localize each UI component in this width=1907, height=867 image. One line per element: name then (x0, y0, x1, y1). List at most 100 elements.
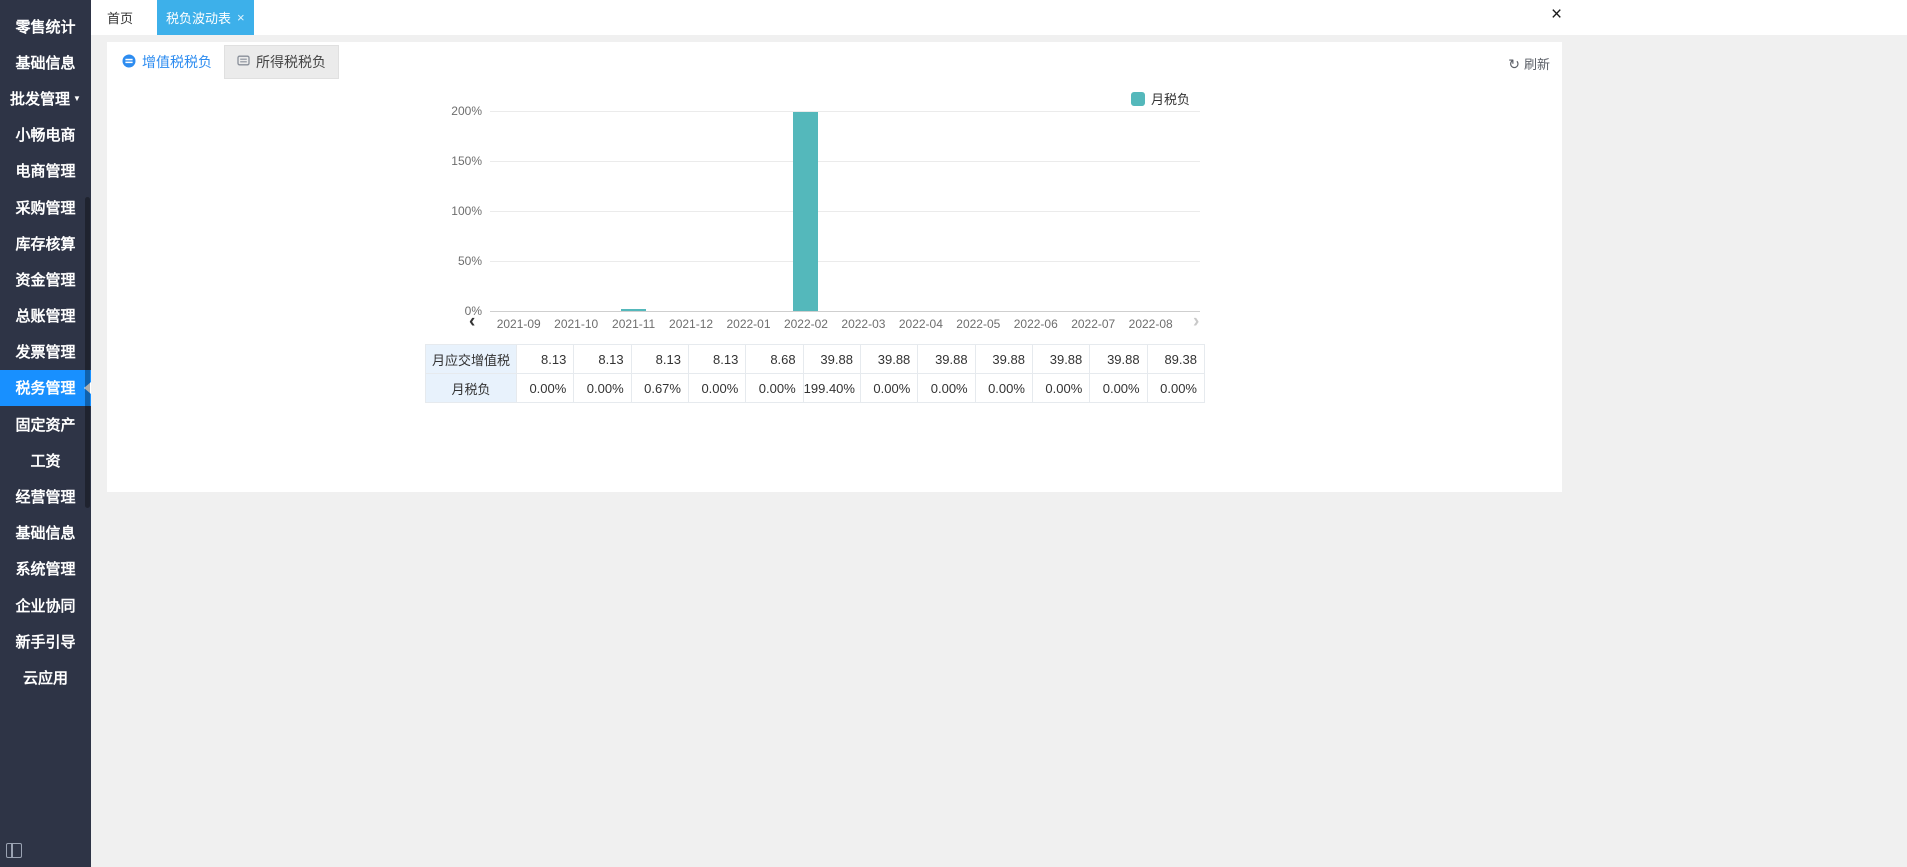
tab-label: 增值税税负 (142, 54, 212, 70)
sidebar-item-label: 电商管理 (15, 163, 76, 181)
sidebar-item[interactable]: 批发管理 ▼ (0, 80, 91, 116)
chart-prev-arrow[interactable]: ‹ (469, 311, 476, 332)
grid-line (490, 211, 1200, 212)
sidebar-item[interactable]: 总账管理 (0, 298, 91, 334)
value-cell: 39.88 (974, 344, 1033, 374)
table-row: 月应交增值税 8.13 8.13 8.13 8.13 8.68 39.88 39.88 39.8… (425, 344, 1206, 374)
tax-panel: 增值税税负 所得税税负 ↻ 刷新 (107, 42, 1562, 492)
sidebar-item[interactable]: 电商管理 (0, 153, 91, 189)
tab-vat-tax-burden[interactable]: 增值税税负 (110, 45, 224, 79)
sidebar-menu: 零售统计 基础信息 批发管理 ▼ 小畅电商 电商管理 采购管理 库存核算 资金管理 总账管理 发票管… (0, 0, 91, 696)
sidebar-item[interactable]: 企业协同 (0, 587, 91, 623)
value-cell: 0.00% (974, 373, 1033, 403)
value-cell: 8.13 (573, 344, 632, 374)
content-area: 增值税税负 所得税税负 ↻ 刷新 (91, 35, 1907, 867)
grid-line (490, 111, 1200, 112)
value-cell: 0.00% (917, 373, 976, 403)
value-cell: 39.88 (1031, 344, 1091, 374)
sidebar-item-label: 经营管理 (15, 489, 76, 507)
x-axis-label: 2021-09 (496, 317, 541, 331)
refresh-button[interactable]: ↻ 刷新 (1508, 54, 1550, 73)
sidebar-item[interactable]: 采购管理 (0, 189, 91, 225)
tab-income-tax-burden[interactable]: 所得税税负 (224, 45, 339, 79)
value-cell: 0.00% (515, 373, 575, 403)
legend-swatch (1131, 91, 1145, 106)
bar-2021-11 (621, 309, 647, 311)
value-cell: 0.00% (1089, 373, 1148, 403)
sidebar-item[interactable]: 经营管理 (0, 478, 91, 514)
x-axis-label: 2022-03 (841, 317, 886, 331)
collapse-sidebar-icon[interactable] (6, 843, 22, 858)
tab-home[interactable]: 首页 (91, 0, 149, 35)
value-cell: 8.13 (630, 344, 689, 374)
value-cell: 0.00% (1146, 373, 1206, 403)
sidebar-item-label: 企业协同 (15, 597, 76, 615)
sidebar-item-label: 发票管理 (15, 344, 76, 362)
sidebar-item[interactable]: 发票管理 (0, 334, 91, 370)
sidebar-item[interactable]: 零售统计 (0, 8, 91, 44)
value-cell: 8.13 (515, 344, 575, 374)
sidebar-item-label: 零售统计 (15, 18, 76, 36)
value-cell: 39.88 (802, 344, 861, 374)
sidebar-item[interactable]: 小畅电商 (0, 117, 91, 153)
x-axis-label: 2022-07 (1071, 317, 1116, 331)
bar-2022-02 (793, 111, 819, 311)
sidebar-item-label: 总账管理 (15, 308, 76, 326)
x-axis-label: 2022-02 (783, 317, 828, 331)
value-cell: 0.00% (573, 373, 632, 403)
x-axis-label: 2022-04 (898, 317, 943, 331)
sidebar-item[interactable]: 固定资产 (0, 406, 91, 442)
x-axis-label: 2022-05 (956, 317, 1001, 331)
top-tab-bar: 首页 税负波动表 × (91, 0, 1907, 35)
x-axis-label: 2022-06 (1013, 317, 1058, 331)
x-axis-label: 2022-01 (726, 317, 771, 331)
tab-tax-fluctuation[interactable]: 税负波动表 × (157, 0, 254, 35)
sidebar-item-label: 采购管理 (15, 199, 76, 217)
sidebar-item[interactable]: 库存核算 (0, 225, 91, 261)
sidebar-item-label: 基础信息 (15, 54, 76, 72)
sidebar-item[interactable]: 基础信息 (0, 515, 91, 551)
value-cell: 8.68 (745, 344, 804, 374)
sidebar-item[interactable]: 系统管理 (0, 551, 91, 587)
tab-home-label: 首页 (107, 11, 134, 26)
legend-item[interactable]: 月税负 (1131, 89, 1190, 108)
x-axis-label: 2021-11 (612, 317, 656, 331)
value-cell: 39.88 (917, 344, 976, 374)
tax-table-body: 月应交增值税 8.13 8.13 8.13 8.13 8.68 39.88 39.88 39.8… (425, 344, 1206, 403)
sidebar-item-label: 新手引导 (15, 633, 76, 651)
table-row: 月税负 0.00% 0.00% 0.67% 0.00% 0.00% 199.40% 0.00%… (425, 373, 1206, 403)
tab-label: 税负波动表 (166, 11, 232, 26)
value-cell: 0.00% (687, 373, 747, 403)
sidebar-item-label: 云应用 (22, 669, 68, 687)
sidebar-item[interactable]: 基础信息 (0, 44, 91, 80)
y-axis-label: 0% (464, 304, 482, 318)
x-axis-label: 2021-10 (554, 317, 599, 331)
value-cell: 39.88 (859, 344, 919, 374)
sidebar-item-label: 基础信息 (15, 525, 76, 543)
sidebar-item[interactable]: 工资 (0, 442, 91, 478)
sidebar-item[interactable]: 税务管理 (0, 369, 91, 407)
sidebar-item[interactable]: 新手引导 (0, 623, 91, 659)
row-label: 月税负 (425, 373, 517, 403)
y-axis-label: 150% (451, 154, 482, 168)
legend-label: 月税负 (1151, 92, 1191, 107)
sidebar-scrollbar-thumb[interactable] (85, 197, 90, 508)
value-cell: 0.00% (1031, 373, 1091, 403)
sidebar-item-label: 库存核算 (15, 235, 76, 253)
value-cell: 0.67% (630, 373, 689, 403)
chart-next-arrow[interactable]: › (1193, 311, 1200, 332)
panel-tab-strip: 增值税税负 所得税税负 (107, 42, 1562, 79)
tab-close-icon[interactable]: × (237, 10, 245, 25)
tab-label: 所得税税负 (256, 54, 326, 70)
close-icon[interactable]: × (1551, 4, 1563, 25)
grid-line (490, 261, 1200, 262)
sidebar-item[interactable]: 资金管理 (0, 261, 91, 297)
value-cell: 0.00% (859, 373, 919, 403)
refresh-label: 刷新 (1523, 57, 1550, 72)
x-axis-label: 2021-12 (669, 317, 714, 331)
refresh-icon: ↻ (1508, 55, 1520, 72)
sidebar-item[interactable]: 云应用 (0, 659, 91, 695)
tax-table: 月应交增值税 8.13 8.13 8.13 8.13 8.68 39.88 39.88 39.8… (425, 344, 1206, 403)
sidebar: 零售统计 基础信息 批发管理 ▼ 小畅电商 电商管理 采购管理 库存核算 资金管理 总账管理 发票管… (0, 0, 91, 867)
